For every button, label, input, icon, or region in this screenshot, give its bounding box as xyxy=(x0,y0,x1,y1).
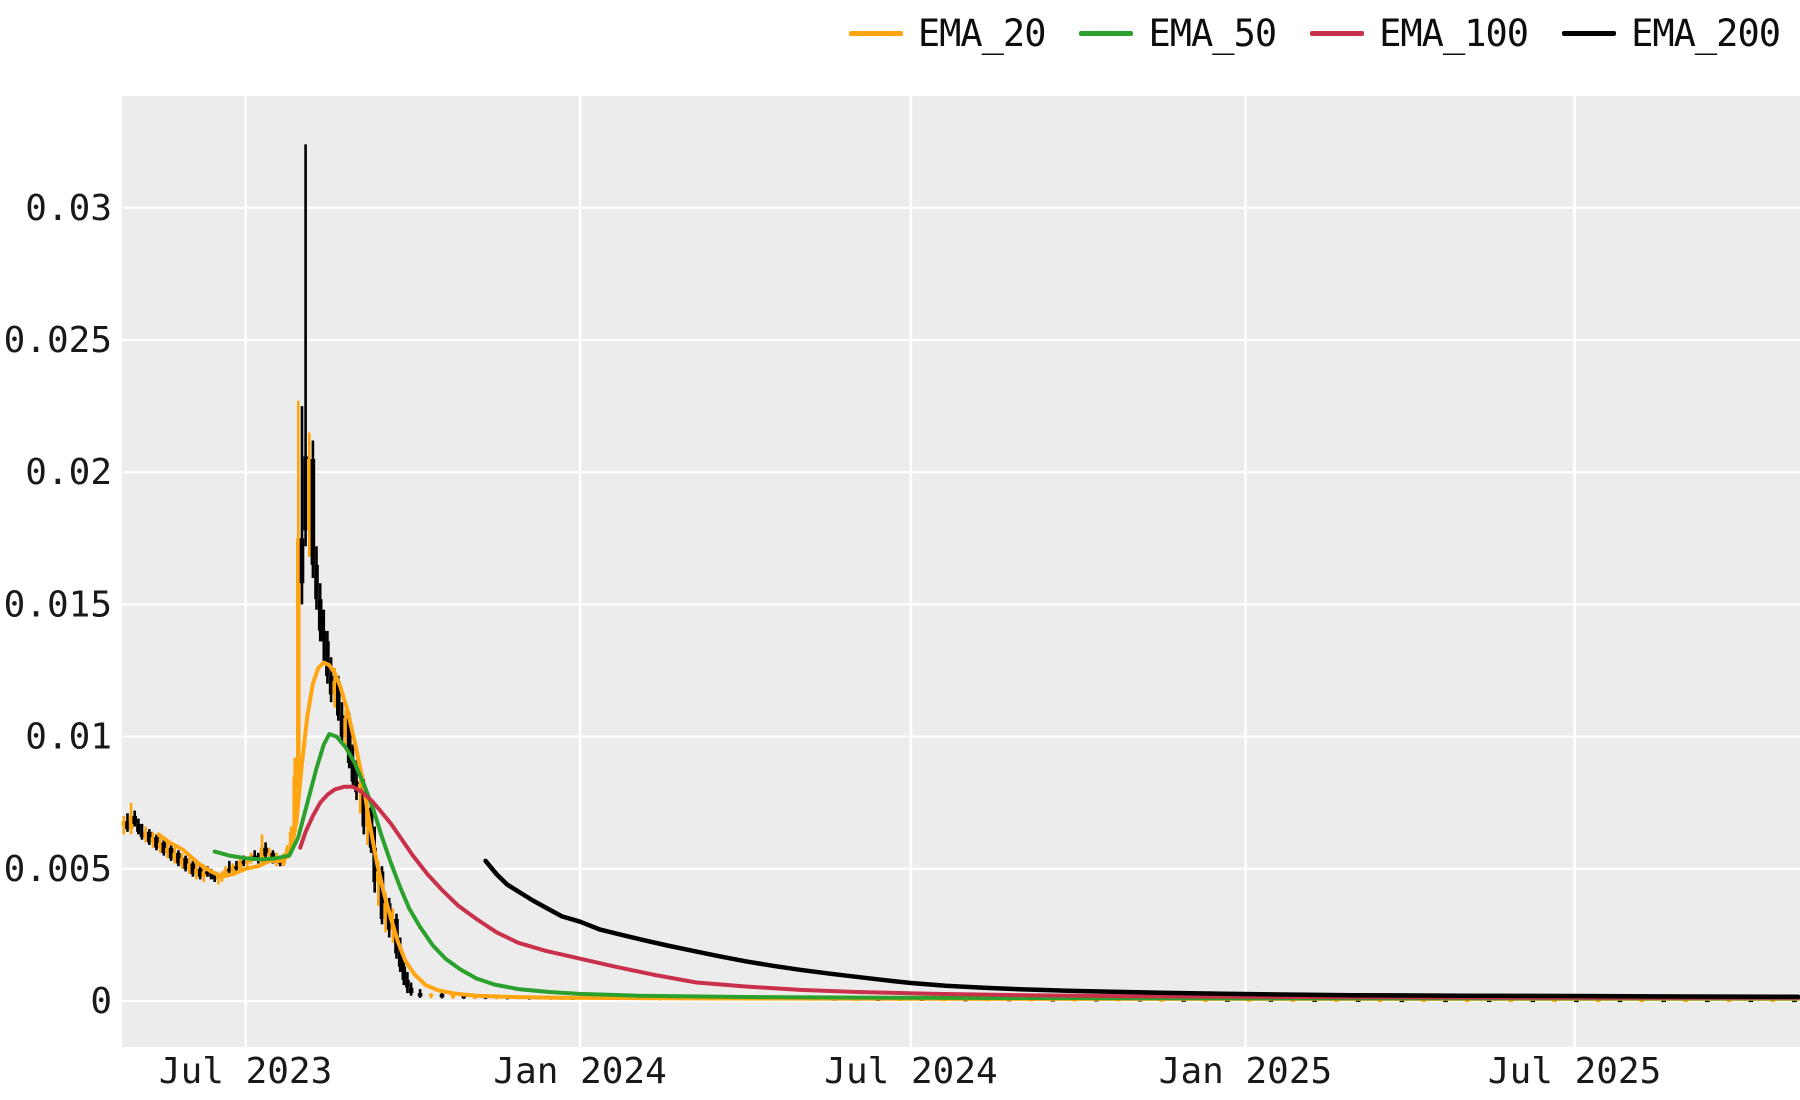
legend-line-ema-20-icon xyxy=(848,31,903,36)
x-axis-tick-labels: Jul 2023 Jan 2024 Jul 2024 Jan 2025 Jul 2025 xyxy=(159,1051,1661,1092)
svg-text:0.02: 0.02 xyxy=(25,452,112,493)
legend-label-ema-200: EMA_200 xyxy=(1631,12,1781,55)
svg-text:Jan 2024: Jan 2024 xyxy=(493,1051,666,1092)
legend-label-ema-100: EMA_100 xyxy=(1379,12,1529,55)
svg-text:0.005: 0.005 xyxy=(4,849,112,890)
legend-item-ema-200: EMA_200 xyxy=(1562,12,1781,55)
gridlines xyxy=(122,96,1800,1047)
svg-text:Jan 2025: Jan 2025 xyxy=(1159,1051,1332,1092)
legend-line-ema-50-icon xyxy=(1079,31,1134,36)
svg-text:0: 0 xyxy=(90,981,112,1022)
svg-text:0.025: 0.025 xyxy=(4,320,112,361)
ema-20-line xyxy=(156,660,1800,1001)
y-axis-tick-labels: 0 0.005 0.01 0.015 0.02 0.025 0.03 xyxy=(4,188,112,1022)
legend-item-ema-20: EMA_20 xyxy=(848,12,1047,55)
legend-line-ema-200-icon xyxy=(1562,31,1617,36)
legend-item-ema-50: EMA_50 xyxy=(1079,12,1277,55)
legend-item-ema-100: EMA_100 xyxy=(1310,12,1529,55)
svg-text:Jul 2024: Jul 2024 xyxy=(824,1051,997,1092)
svg-text:Jul 2025: Jul 2025 xyxy=(1488,1051,1661,1092)
svg-text:0.015: 0.015 xyxy=(4,584,112,625)
legend-label-ema-20: EMA_20 xyxy=(917,12,1047,55)
svg-text:0.03: 0.03 xyxy=(25,188,112,229)
legend-line-ema-100-icon xyxy=(1310,31,1365,36)
chart-legend: EMA_20 EMA_50 EMA_100 EMA_200 xyxy=(848,12,1781,55)
svg-text:0.01: 0.01 xyxy=(25,717,112,758)
ema-100-line xyxy=(298,784,1800,1000)
legend-label-ema-50: EMA_50 xyxy=(1148,12,1277,55)
plot-area xyxy=(122,96,1800,1047)
ema-50-line xyxy=(212,732,1800,1001)
svg-text:Jul 2023: Jul 2023 xyxy=(159,1051,332,1092)
ema-200-line xyxy=(483,858,1800,1000)
